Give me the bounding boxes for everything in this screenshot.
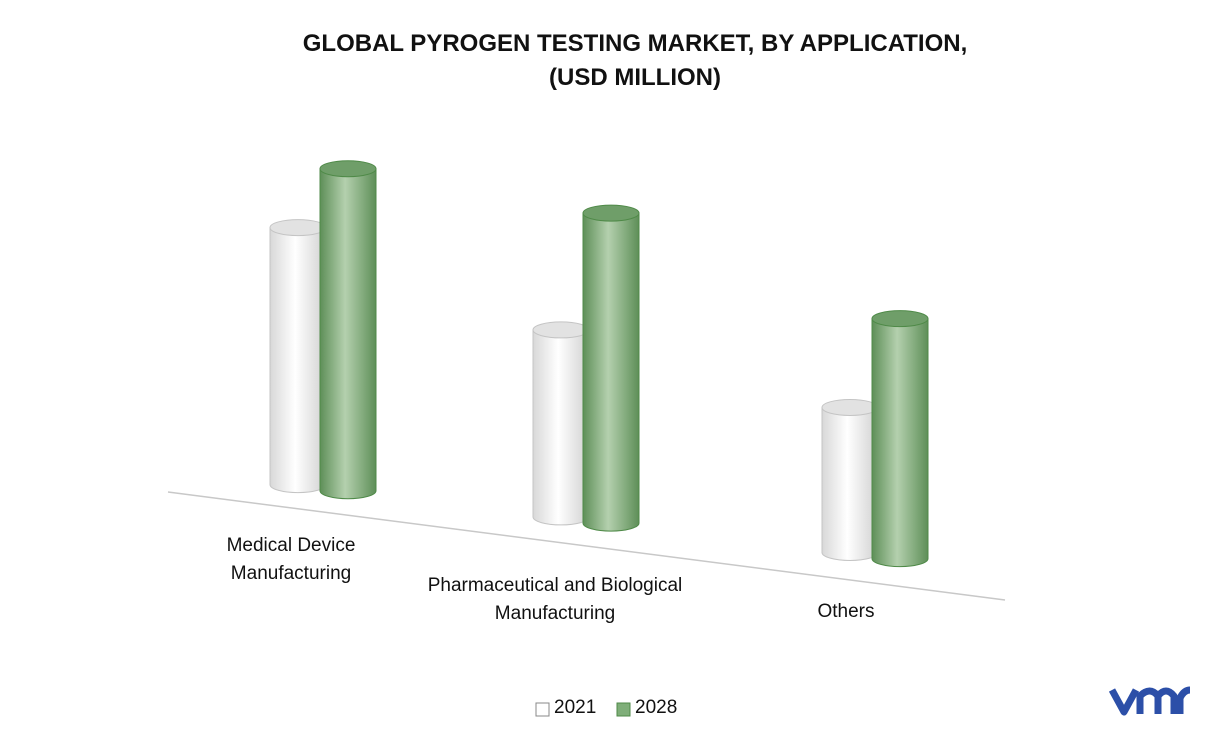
cylinder-bar xyxy=(319,160,377,500)
legend-swatch xyxy=(535,702,550,717)
x-tick-label: Pharmaceutical and Biological Manufactur… xyxy=(427,575,683,624)
cylinder-bar xyxy=(582,204,640,532)
cylinder-bar xyxy=(269,219,327,494)
cylinder-top xyxy=(269,219,327,237)
chart-subtitle: (USD MILLION) xyxy=(549,64,721,91)
floor-line xyxy=(167,491,1006,601)
cylinder-body xyxy=(269,227,327,494)
x-tick-label: Others xyxy=(817,601,875,622)
cylinder-body xyxy=(821,406,879,561)
chart-title: GLOBAL PYROGEN TESTING MARKET, BY APPLIC… xyxy=(302,30,968,57)
legend-label: 2021 xyxy=(554,697,597,718)
cylinder-bar xyxy=(532,321,590,526)
legend-swatch xyxy=(616,702,631,717)
cylinder-bar xyxy=(871,310,929,568)
legend-label: 2028 xyxy=(635,697,678,718)
cylinder-body xyxy=(319,168,377,500)
logo xyxy=(1108,686,1191,716)
cylinder-top xyxy=(319,160,377,178)
cylinder-top xyxy=(532,321,590,339)
cylinder-top xyxy=(582,204,640,222)
cylinder-body xyxy=(871,318,929,568)
x-tick-label: Medical Device Manufacturing xyxy=(226,535,356,584)
cylinder-top xyxy=(871,310,929,328)
cylinder-body xyxy=(582,212,640,532)
cylinder-top xyxy=(821,398,879,416)
cylinder-body xyxy=(532,329,590,526)
cylinder-bar xyxy=(821,398,879,561)
